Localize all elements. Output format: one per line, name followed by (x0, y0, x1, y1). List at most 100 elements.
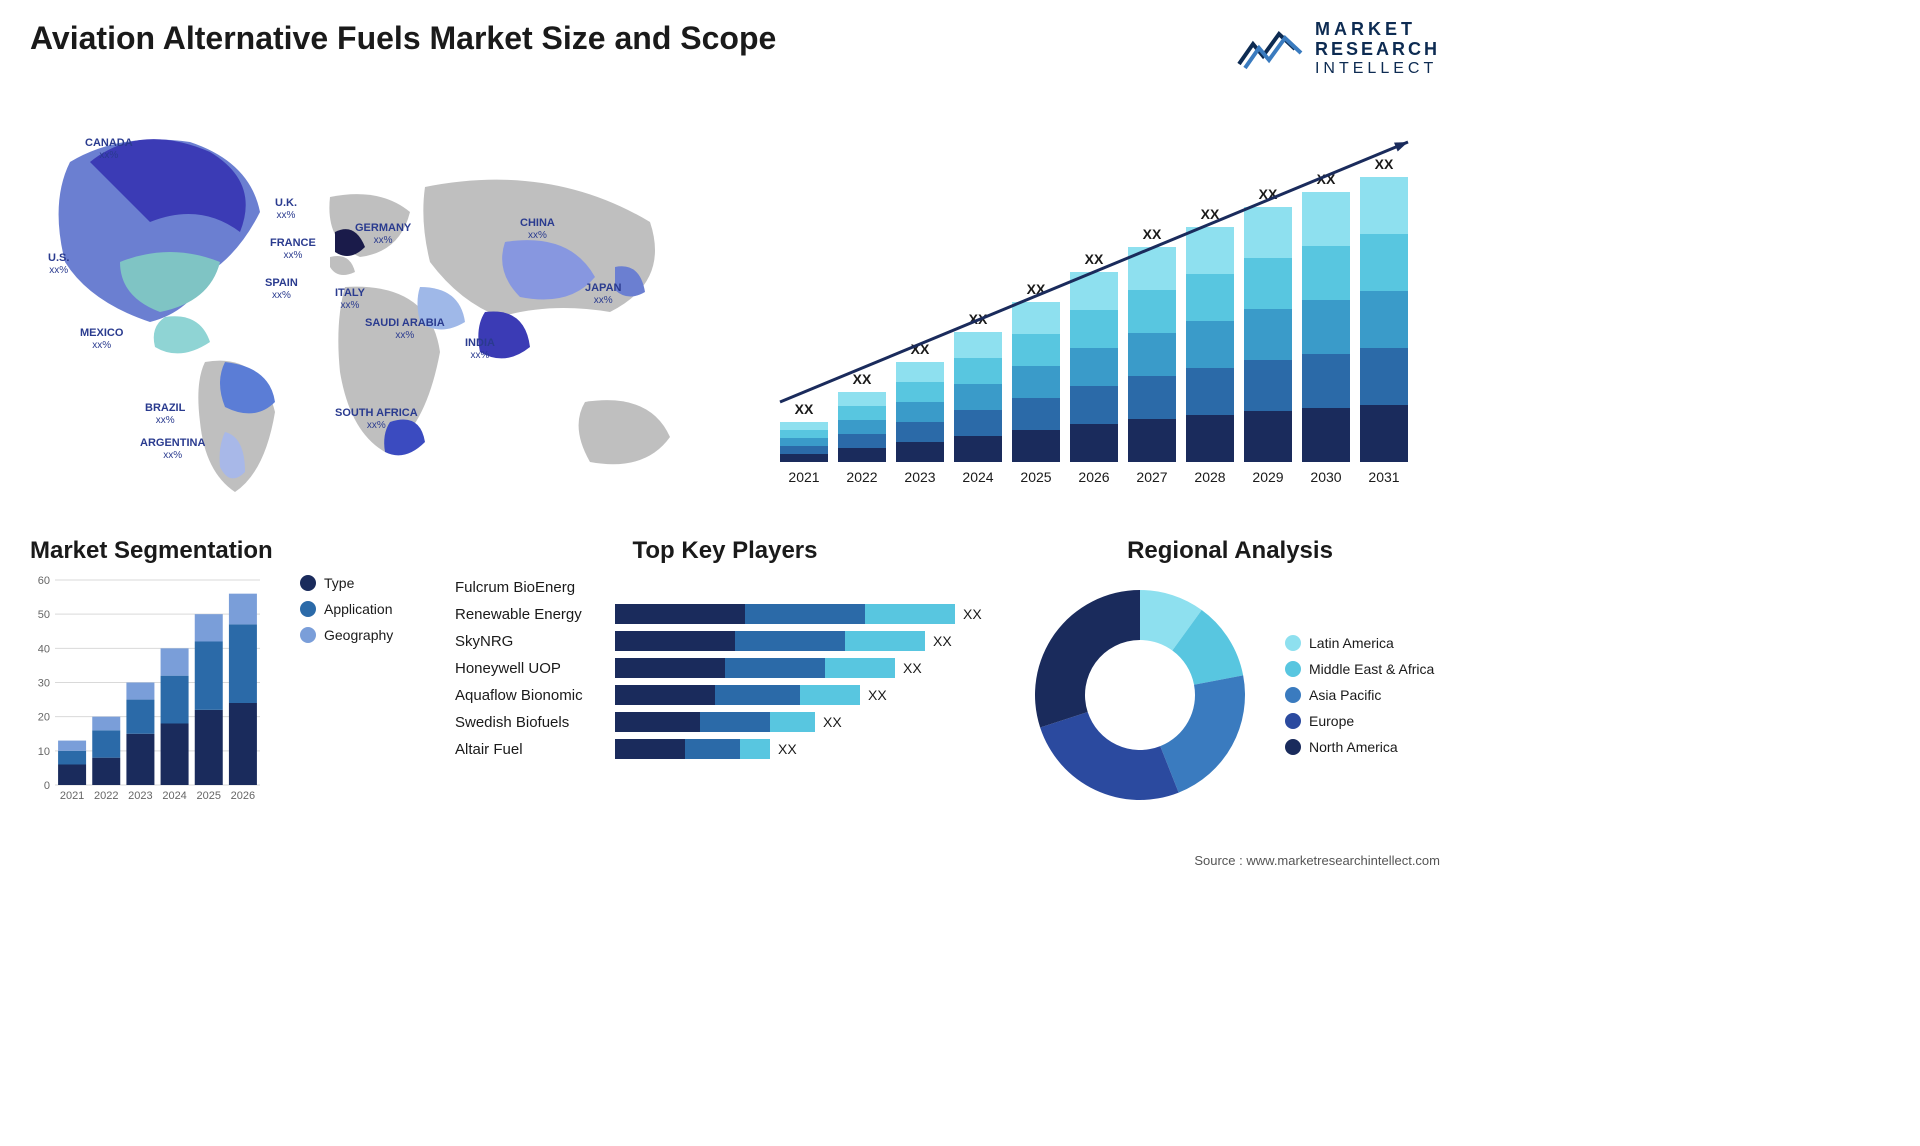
player-bar-segment (865, 604, 955, 624)
player-bar-segment (800, 685, 860, 705)
legend-item: Geography (300, 627, 393, 643)
player-name: Swedish Biofuels (455, 714, 615, 731)
legend-label: North America (1309, 739, 1398, 755)
page-title: Aviation Alternative Fuels Market Size a… (30, 20, 776, 57)
legend-swatch (1285, 661, 1301, 677)
player-bar (615, 604, 955, 624)
growth-chart-svg: XX2021XX2022XX2023XX2024XX2025XX2026XX20… (760, 102, 1440, 502)
brand-logo: MARKET RESEARCH INTELLECT (1235, 20, 1440, 77)
player-bar (615, 631, 925, 651)
svg-text:2022: 2022 (846, 469, 877, 485)
legend-item: Type (300, 575, 393, 591)
player-bar-segment (615, 631, 735, 651)
legend-item: Europe (1285, 713, 1434, 729)
player-bar-segment (845, 631, 925, 651)
legend-label: Latin America (1309, 635, 1394, 651)
svg-text:XX: XX (795, 401, 814, 417)
player-bar (615, 712, 815, 732)
player-bar-segment (615, 739, 685, 759)
svg-text:2029: 2029 (1252, 469, 1283, 485)
legend-item: Middle East & Africa (1285, 661, 1434, 677)
svg-text:2023: 2023 (128, 790, 152, 802)
players-panel: Top Key Players Fulcrum BioEnerg Renewabl… (455, 537, 995, 825)
svg-text:2027: 2027 (1136, 469, 1167, 485)
player-bar-segment (745, 604, 865, 624)
player-row: Renewable EnergyXX (455, 602, 995, 626)
legend-swatch (1285, 713, 1301, 729)
regional-title: Regional Analysis (1020, 537, 1440, 565)
player-bar (615, 685, 860, 705)
world-map-svg (30, 102, 730, 502)
player-value: XX (868, 687, 887, 703)
map-country-label: ITALYxx% (335, 287, 365, 311)
svg-text:0: 0 (44, 780, 50, 792)
player-bar (615, 658, 895, 678)
player-bar-segment (685, 739, 740, 759)
player-bar-segment (615, 712, 700, 732)
legend-item: Application (300, 601, 393, 617)
svg-text:2022: 2022 (94, 790, 118, 802)
svg-text:2024: 2024 (162, 790, 186, 802)
legend-label: Geography (324, 627, 393, 643)
player-row: Swedish Biofuels XX (455, 710, 995, 734)
svg-text:2025: 2025 (197, 790, 221, 802)
player-name: Fulcrum BioEnerg (455, 579, 615, 596)
legend-label: Europe (1309, 713, 1354, 729)
regional-panel: Regional Analysis Latin America Middle Ea… (1020, 537, 1440, 825)
svg-text:2025: 2025 (1020, 469, 1051, 485)
svg-text:2021: 2021 (60, 790, 84, 802)
player-bar-segment (615, 685, 715, 705)
player-name: SkyNRG (455, 633, 615, 650)
player-row: SkyNRGXX (455, 629, 995, 653)
legend-label: Asia Pacific (1309, 687, 1381, 703)
map-country-label: GERMANYxx% (355, 222, 411, 246)
legend-swatch (300, 575, 316, 591)
map-country-label: ARGENTINAxx% (140, 437, 205, 461)
legend-swatch (300, 627, 316, 643)
svg-text:2028: 2028 (1194, 469, 1225, 485)
players-title: Top Key Players (455, 537, 995, 565)
player-name: Aquaflow Bionomic (455, 687, 615, 704)
player-bar-segment (715, 685, 800, 705)
player-name: Altair Fuel (455, 741, 615, 758)
map-country-label: U.S.xx% (48, 252, 69, 276)
legend-swatch (1285, 687, 1301, 703)
svg-text:2030: 2030 (1310, 469, 1341, 485)
map-country-label: SPAINxx% (265, 277, 298, 301)
player-bar-segment (825, 658, 895, 678)
map-country-label: U.K.xx% (275, 197, 297, 221)
player-row: Aquaflow Bionomic XX (455, 683, 995, 707)
map-country-label: FRANCExx% (270, 237, 316, 261)
player-bar-segment (740, 739, 770, 759)
player-bar-segment (735, 631, 845, 651)
legend-label: Middle East & Africa (1309, 661, 1434, 677)
player-value: XX (903, 660, 922, 676)
player-bar-segment (725, 658, 825, 678)
legend-label: Application (324, 601, 393, 617)
player-bar-segment (615, 604, 745, 624)
segmentation-title: Market Segmentation (30, 537, 430, 565)
svg-text:30: 30 (38, 678, 50, 690)
player-value: XX (963, 606, 982, 622)
player-bar-segment (770, 712, 815, 732)
map-country-label: CHINAxx% (520, 217, 555, 241)
player-row: Altair Fuel XX (455, 737, 995, 761)
svg-text:10: 10 (38, 746, 50, 758)
player-bar (615, 739, 770, 759)
player-value: XX (823, 714, 842, 730)
player-row: Fulcrum BioEnerg (455, 575, 995, 599)
map-country-label: CANADAxx% (85, 137, 133, 161)
player-value: XX (778, 741, 797, 757)
regional-donut-svg (1020, 575, 1260, 815)
svg-text:XX: XX (1375, 156, 1394, 172)
map-country-label: INDIAxx% (465, 337, 495, 361)
source-label: Source : www.marketresearchintellect.com (1194, 853, 1440, 868)
map-country-label: SOUTH AFRICAxx% (335, 407, 418, 431)
segmentation-legend: Type Application Geography (300, 575, 393, 643)
map-country-label: BRAZILxx% (145, 402, 185, 426)
svg-text:2021: 2021 (788, 469, 819, 485)
logo-text-3: INTELLECT (1315, 60, 1440, 78)
map-country-label: JAPANxx% (585, 282, 621, 306)
segmentation-panel: Market Segmentation 01020304050602021202… (30, 537, 430, 825)
logo-text-1: MARKET (1315, 20, 1440, 40)
